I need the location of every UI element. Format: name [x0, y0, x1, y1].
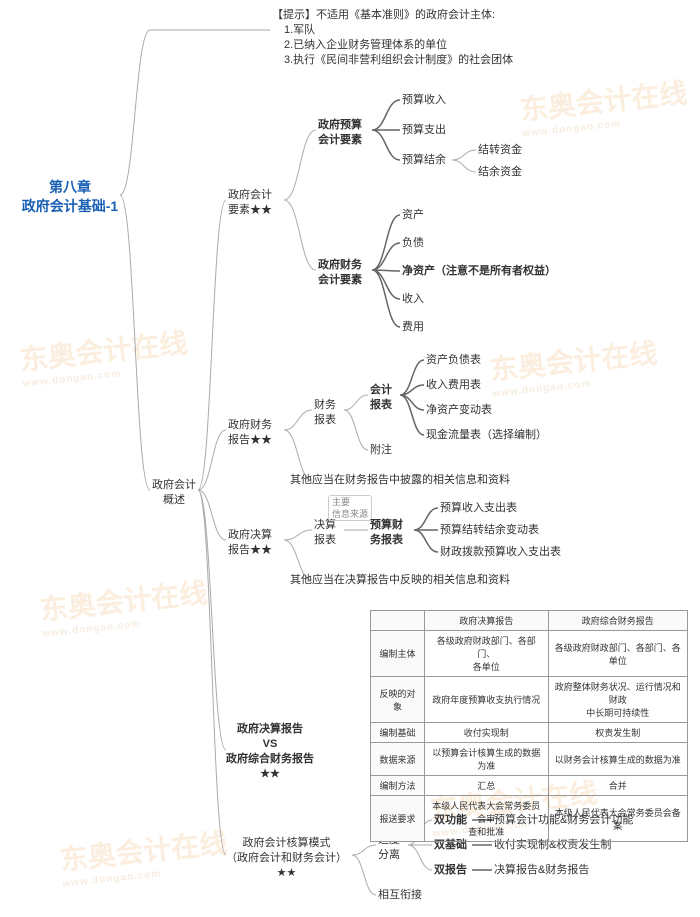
root-line1: 第八章 — [20, 178, 120, 197]
th-0 — [371, 611, 425, 631]
watermark: 东奥会计在线www.dongao.com — [38, 571, 210, 639]
tip-l3: 3.执行《民间非营利组织会计制度》的社会团体 — [272, 53, 513, 68]
finance-elements-node: 政府财务 会计要素 — [318, 258, 362, 288]
row-cell: 政府整体财务状况、运行情况和财政 中长期可持续性 — [548, 677, 687, 723]
budget-elements-node: 政府预算 会计要素 — [318, 118, 362, 148]
bud-item-0: 预算收入支出表 — [440, 501, 517, 516]
watermark: 东奥会计在线www.dongao.com — [518, 71, 690, 139]
budget-item-2: 预算结余 — [402, 153, 446, 168]
budreport-node: 政府决算 报告★★ — [228, 528, 272, 558]
carry-0: 结转资金 — [478, 143, 522, 158]
row-cell: 本级人民代表大会常务委员会审 查和批准 — [425, 796, 549, 842]
acc-item-0: 资产负债表 — [426, 353, 481, 368]
row-label: 报送要求 — [371, 796, 425, 842]
acc-item-2: 净资产变动表 — [426, 403, 492, 418]
budreport-other: 其他应当在决算报告中反映的相关信息和资料 — [290, 573, 510, 588]
tip-head: 【提示】不适用《基本准则》的政府会计主体: — [272, 8, 513, 23]
root-node: 第八章 政府会计基础-1 — [20, 178, 120, 216]
acc-report-node: 会计 报表 — [370, 383, 392, 413]
budreport-tag: 主要 信息来源 — [328, 495, 372, 523]
row-cell: 合并 — [548, 776, 687, 796]
vs-node: 政府决算报告 VS 政府综合财务报告 ★★ — [226, 722, 314, 781]
fin-item-1: 负债 — [402, 236, 424, 251]
table-row: 反映的对象政府年度预算收支执行情况政府整体财务状况、运行情况和财政 中长期可持续… — [371, 677, 688, 723]
row-cell: 本级人民代表大会常务委员会备案 — [548, 796, 687, 842]
budreport-core: 预算财 务报表 — [370, 518, 403, 548]
fin-item-3: 收入 — [402, 292, 424, 307]
model-node: 政府会计核算模式 （政府会计和财务会计） ★★ — [226, 836, 347, 881]
row-label: 反映的对象 — [371, 677, 425, 723]
row-cell: 以财务会计核算生成的数据为准 — [548, 743, 687, 776]
row-label: 数据来源 — [371, 743, 425, 776]
finreport-node: 政府财务 报告★★ — [228, 418, 272, 448]
row-cell: 权责发生制 — [548, 723, 687, 743]
finreport-notes: 附注 — [370, 443, 392, 458]
row-cell: 汇总 — [425, 776, 549, 796]
row-cell: 以预算会计核算生成的数据为准 — [425, 743, 549, 776]
fin-item-2: 净资产（注意不是所有者权益） — [402, 264, 556, 279]
three-v-2: 决算报告&财务报告 — [494, 863, 589, 878]
th-1: 政府决算报告 — [425, 611, 549, 631]
bud-item-2: 财政拨款预算收入支出表 — [440, 545, 561, 560]
row-label: 编制方法 — [371, 776, 425, 796]
watermark: 东奥会计在线www.dongao.com — [18, 321, 190, 389]
row-cell: 各级政府财政部门、各部门、 各单位 — [425, 631, 549, 677]
table-row: 数据来源以预算会计核算生成的数据为准以财务会计核算生成的数据为准 — [371, 743, 688, 776]
comparison-table: 政府决算报告 政府综合财务报告 编制主体各级政府财政部门、各部门、 各单位各级政… — [370, 610, 688, 842]
overview-node: 政府会计 概述 — [152, 478, 196, 508]
tip-l1: 1.军队 — [272, 23, 513, 38]
row-label: 编制基础 — [371, 723, 425, 743]
row-cell: 政府年度预算收支执行情况 — [425, 677, 549, 723]
th-2: 政府综合财务报告 — [548, 611, 687, 631]
table-row: 编制基础收付实现制权责发生制 — [371, 723, 688, 743]
acc-item-1: 收入费用表 — [426, 378, 481, 393]
row-cell: 各级政府财政部门、各部门、各单位 — [548, 631, 687, 677]
mindmap-canvas: 东奥会计在线www.dongao.com 东奥会计在线www.dongao.co… — [0, 0, 700, 917]
tip-l2: 2.已纳入企业财务管理体系的单位 — [272, 38, 513, 53]
budget-item-1: 预算支出 — [402, 123, 446, 138]
watermark: 东奥会计在线www.dongao.com — [58, 821, 230, 889]
table-body: 编制主体各级政府财政部门、各部门、 各单位各级政府财政部门、各部门、各单位反映的… — [371, 631, 688, 842]
row-cell: 收付实现制 — [425, 723, 549, 743]
table-row: 报送要求本级人民代表大会常务委员会审 查和批准本级人民代表大会常务委员会备案 — [371, 796, 688, 842]
root-line2: 政府会计基础-1 — [20, 197, 120, 216]
bud-item-1: 预算结转结余变动表 — [440, 523, 539, 538]
carry-1: 结余资金 — [478, 165, 522, 180]
three-k-2: 双报告 — [434, 863, 467, 878]
budget-item-0: 预算收入 — [402, 93, 446, 108]
finreport-sub1: 财务 报表 — [314, 398, 336, 428]
model-link: 相互衔接 — [378, 888, 422, 903]
table-header-row: 政府决算报告 政府综合财务报告 — [371, 611, 688, 631]
tip-block: 【提示】不适用《基本准则》的政府会计主体: 1.军队 2.已纳入企业财务管理体系… — [272, 8, 513, 67]
watermark: 东奥会计在线www.dongao.com — [488, 331, 660, 399]
row-label: 编制主体 — [371, 631, 425, 677]
fin-item-4: 费用 — [402, 320, 424, 335]
elements-node: 政府会计 要素★★ — [228, 188, 272, 218]
table-row: 编制主体各级政府财政部门、各部门、 各单位各级政府财政部门、各部门、各单位 — [371, 631, 688, 677]
table-row: 编制方法汇总合并 — [371, 776, 688, 796]
acc-item-3: 现金流量表（选择编制） — [426, 428, 547, 443]
finreport-other: 其他应当在财务报告中披露的相关信息和资料 — [290, 473, 510, 488]
fin-item-0: 资产 — [402, 208, 424, 223]
